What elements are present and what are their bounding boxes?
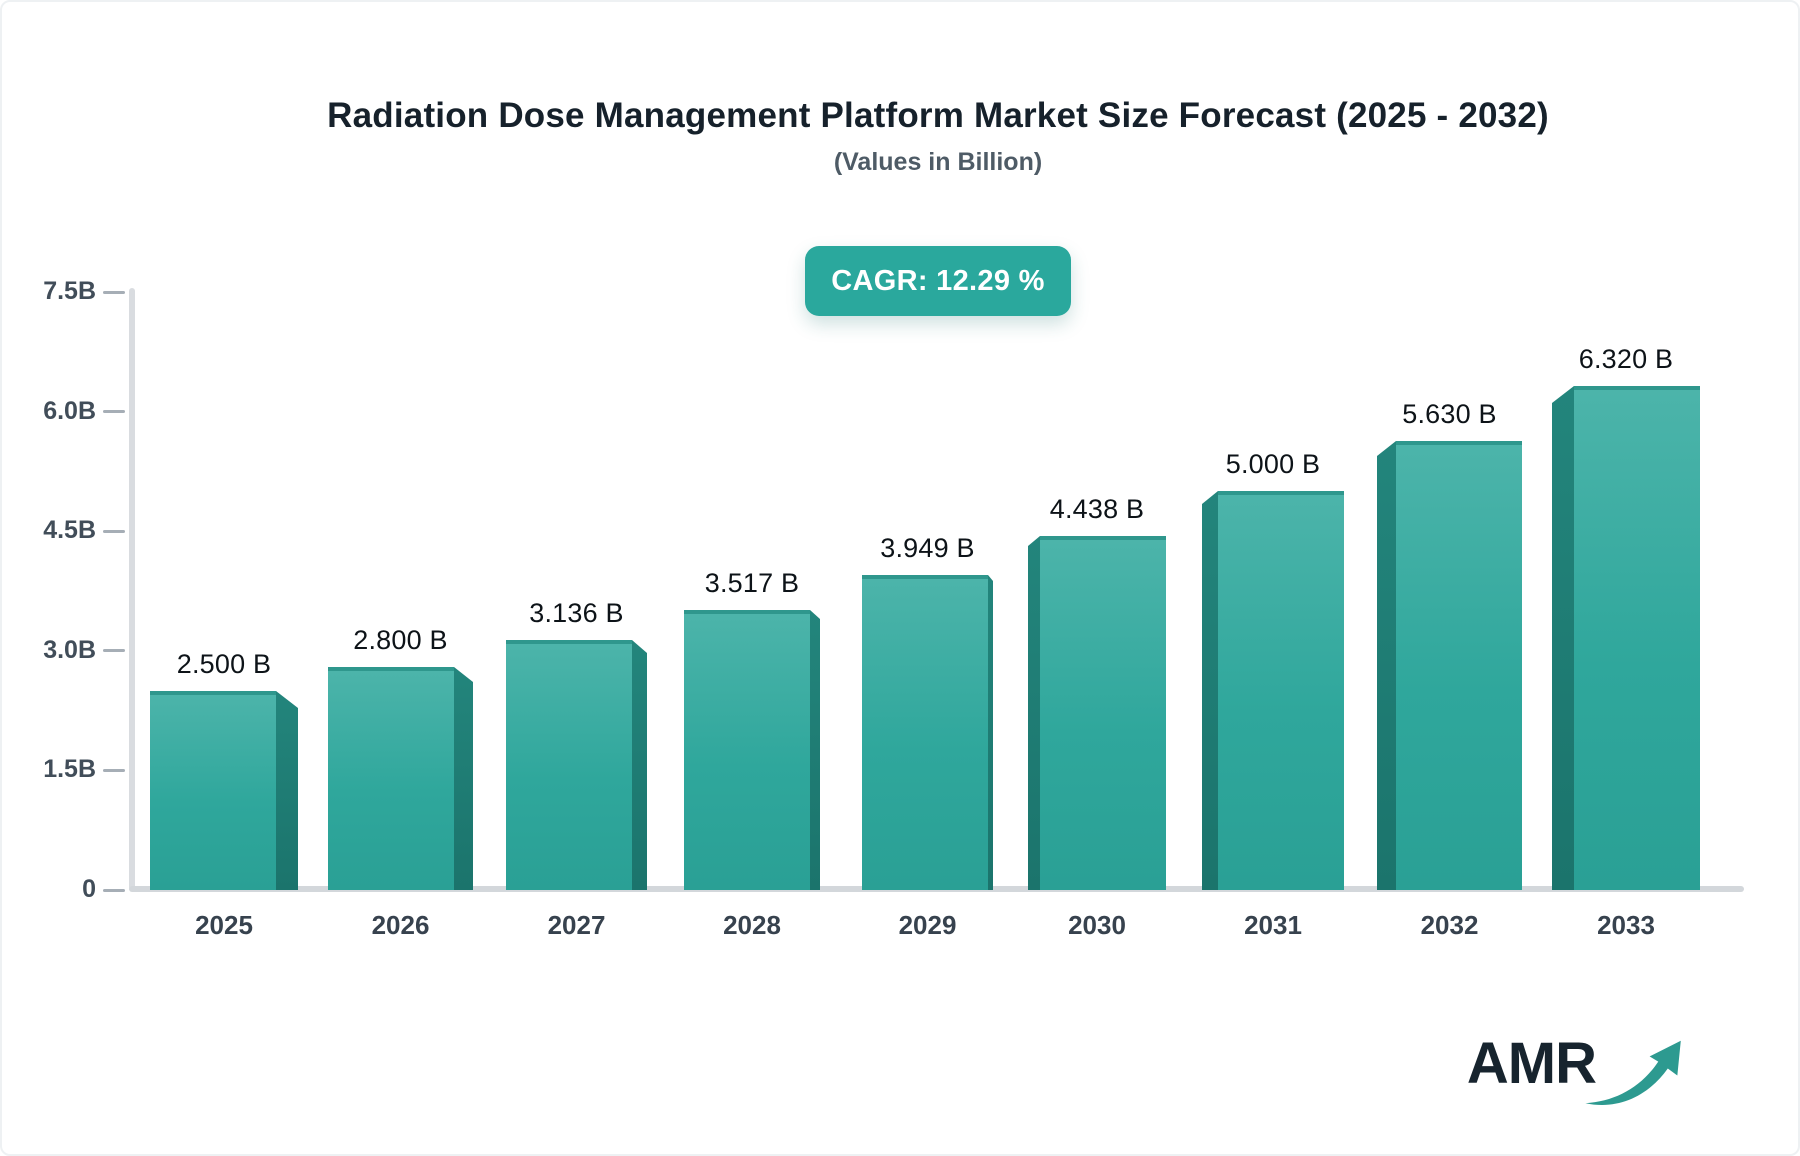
cagr-badge-label: CAGR: 12.29 %: [831, 265, 1045, 297]
chart-header: Radiation Dose Management Platform Marke…: [132, 94, 1744, 316]
bar-value-label-2032: 5.630 B: [1402, 399, 1497, 429]
y-tick-label-4.5B: 4.5B: [43, 516, 96, 545]
x-axis-label-2026: 2026: [371, 910, 430, 940]
x-axis-label-2027: 2027: [547, 910, 606, 940]
y-tick-label-0: 0: [82, 875, 96, 903]
bar-side-2033: [1552, 386, 1574, 890]
y-tick-label-3.0B: 3.0B: [43, 635, 96, 664]
bar-face-2025[interactable]: [150, 691, 276, 890]
amr-logo: AMR: [1467, 1032, 1686, 1114]
bar-value-label-2025: 2.500 B: [176, 649, 272, 679]
bar-value-label-2033: 6.320 B: [1578, 344, 1674, 374]
bar-value-label-2026: 2.800 B: [353, 625, 448, 655]
bar-side-2029: [988, 575, 993, 890]
bar-face-2032[interactable]: [1396, 441, 1522, 890]
y-tick-dash-1.5B: [103, 768, 125, 772]
bar-face-2026[interactable]: [328, 667, 454, 890]
chart-title: Radiation Dose Management Platform Marke…: [327, 96, 1549, 135]
bar-value-label-2028: 3.517 B: [704, 568, 800, 598]
bar-side-2030: [1028, 536, 1040, 890]
logo-text: AMR: [1466, 1031, 1597, 1096]
y-axis-line: [129, 288, 135, 890]
bar-value-label-2029: 3.949 B: [880, 533, 975, 563]
y-tick-dash-7.5B: [103, 290, 125, 294]
bar-value-label-2031: 5.000 B: [1225, 449, 1321, 479]
chart-subtitle: (Values in Billion): [833, 148, 1043, 176]
x-axis-label-2032: 2032: [1420, 910, 1479, 940]
bar-side-2025: [276, 691, 298, 890]
x-axis-label-2029: 2029: [898, 910, 957, 940]
x-axis-label-2030: 2030: [1068, 910, 1126, 940]
y-tick-dash-3.0B: [103, 649, 125, 653]
trend-up-arrow-icon: [1585, 1040, 1681, 1105]
bar-value-label-2027: 3.136 B: [529, 598, 624, 628]
bar-face-2029[interactable]: [862, 575, 988, 890]
y-tick-label-7.5B: 7.5B: [43, 277, 96, 305]
x-axis-label-2031: 2031: [1244, 910, 1302, 940]
bar-face-2027[interactable]: [506, 640, 632, 890]
y-tick-dash-6.0B: [103, 410, 125, 414]
bar-side-2028: [810, 610, 820, 890]
x-axis-label-2028: 2028: [723, 910, 781, 940]
x-axis-label-2025: 2025: [195, 910, 253, 940]
bar-face-2030[interactable]: [1040, 536, 1166, 890]
bar-face-2028[interactable]: [684, 610, 810, 890]
bar-side-2027: [632, 640, 647, 890]
bar-value-label-2030: 4.438 B: [1049, 494, 1145, 524]
x-axis-label-2033: 2033: [1597, 910, 1655, 940]
y-tick-label-6.0B: 6.0B: [43, 396, 96, 425]
bar-face-2033[interactable]: [1574, 386, 1700, 890]
y-tick-label-1.5B: 1.5B: [43, 755, 96, 784]
y-tick-dash-4.5B: [103, 529, 125, 533]
bar-face-2031[interactable]: [1218, 491, 1344, 890]
y-tick-dash-0: [103, 888, 125, 892]
cagr-badge: CAGR: 12.29 %: [805, 246, 1071, 316]
bar-side-2032: [1377, 441, 1396, 890]
bar-side-2026: [454, 667, 473, 890]
bar-side-2031: [1202, 491, 1218, 890]
